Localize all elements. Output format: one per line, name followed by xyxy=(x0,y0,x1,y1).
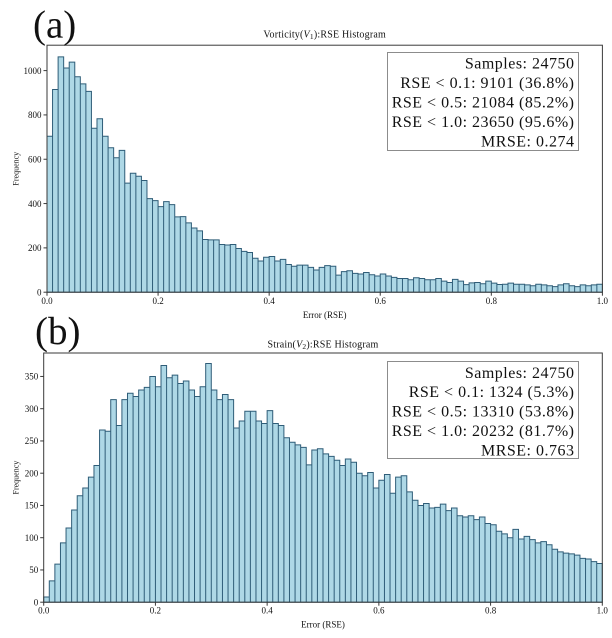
svg-text:RSE < 0.1: 1324 (5.3%): RSE < 0.1: 1324 (5.3%) xyxy=(409,384,575,401)
svg-text:0: 0 xyxy=(37,287,42,297)
svg-text:50: 50 xyxy=(29,565,39,575)
svg-text:Frequency: Frequency xyxy=(11,461,20,495)
svg-text:1.0: 1.0 xyxy=(597,606,609,616)
svg-text:Strain(V2):RSE Histogram: Strain(V2):RSE Histogram xyxy=(267,340,378,352)
svg-text:0.0: 0.0 xyxy=(38,606,50,616)
svg-text:(a): (a) xyxy=(33,4,76,47)
svg-text:(b): (b) xyxy=(35,310,80,353)
svg-text:0.6: 0.6 xyxy=(373,606,385,616)
svg-text:150: 150 xyxy=(25,501,39,511)
svg-text:300: 300 xyxy=(25,404,39,414)
svg-text:800: 800 xyxy=(28,110,42,120)
svg-text:0.2: 0.2 xyxy=(152,296,163,306)
svg-text:Frequency: Frequency xyxy=(11,152,20,186)
svg-text:RSE < 1.0: 20232 (81.7%): RSE < 1.0: 20232 (81.7%) xyxy=(392,423,575,440)
svg-text:0.4: 0.4 xyxy=(262,606,274,616)
svg-text:0.8: 0.8 xyxy=(486,296,498,306)
svg-text:250: 250 xyxy=(25,436,39,446)
svg-text:1000: 1000 xyxy=(24,66,43,76)
svg-text:Error (RSE): Error (RSE) xyxy=(301,620,345,630)
svg-text:1.0: 1.0 xyxy=(597,296,609,306)
svg-text:Samples: 24750: Samples: 24750 xyxy=(465,365,575,382)
svg-text:0: 0 xyxy=(34,597,39,607)
svg-text:RSE < 1.0: 23650 (95.6%): RSE < 1.0: 23650 (95.6%) xyxy=(392,114,575,131)
svg-text:MRSE: 0.274: MRSE: 0.274 xyxy=(481,133,575,150)
svg-text:200: 200 xyxy=(25,468,39,478)
svg-text:RSE < 0.1: 9101 (36.8%): RSE < 0.1: 9101 (36.8%) xyxy=(400,75,574,92)
svg-text:Error (RSE): Error (RSE) xyxy=(303,310,347,320)
svg-text:0.4: 0.4 xyxy=(264,296,276,306)
svg-text:0.0: 0.0 xyxy=(41,296,53,306)
svg-text:Samples: 24750: Samples: 24750 xyxy=(465,56,575,73)
svg-text:0.2: 0.2 xyxy=(150,606,161,616)
svg-text:MRSE: 0.763: MRSE: 0.763 xyxy=(481,442,575,459)
svg-text:600: 600 xyxy=(28,154,42,164)
svg-text:0.8: 0.8 xyxy=(485,606,497,616)
svg-text:RSE < 0.5: 21084 (85.2%): RSE < 0.5: 21084 (85.2%) xyxy=(392,95,575,112)
svg-text:100: 100 xyxy=(25,533,39,543)
svg-text:Vorticity(V1):RSE Histogram: Vorticity(V1):RSE Histogram xyxy=(263,30,386,42)
svg-text:400: 400 xyxy=(28,199,42,209)
svg-text:200: 200 xyxy=(28,243,42,253)
svg-text:0.6: 0.6 xyxy=(375,296,387,306)
svg-text:350: 350 xyxy=(25,372,39,382)
svg-text:RSE < 0.5: 13310 (53.8%): RSE < 0.5: 13310 (53.8%) xyxy=(392,404,575,421)
